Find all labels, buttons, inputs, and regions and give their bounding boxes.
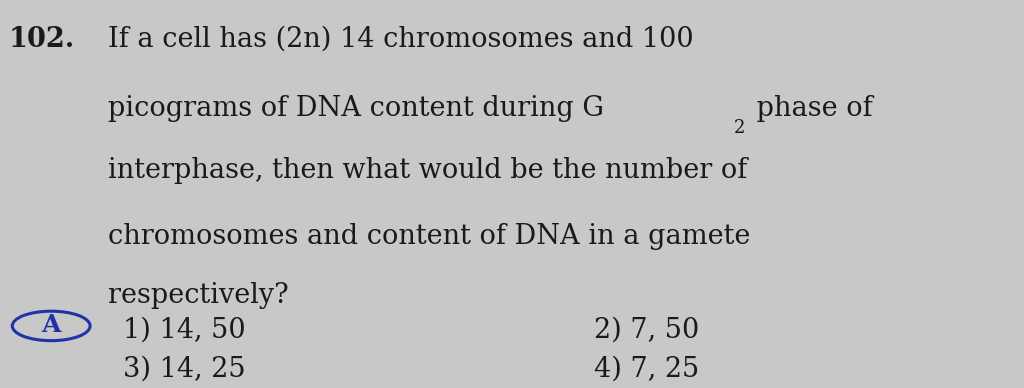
Text: 102.: 102.	[8, 26, 75, 52]
Text: A: A	[41, 313, 61, 337]
Text: 4) 7, 25: 4) 7, 25	[594, 355, 699, 382]
Text: respectively?: respectively?	[108, 282, 289, 308]
Text: chromosomes and content of DNA in a gamete: chromosomes and content of DNA in a game…	[108, 223, 750, 250]
Text: 3) 14, 25: 3) 14, 25	[123, 355, 246, 382]
Text: 2: 2	[734, 119, 745, 137]
Text: picograms of DNA content during G: picograms of DNA content during G	[108, 95, 603, 122]
Text: interphase, then what would be the number of: interphase, then what would be the numbe…	[108, 158, 746, 184]
Text: 2) 7, 50: 2) 7, 50	[594, 317, 699, 343]
Text: If a cell has (2n) 14 chromosomes and 100: If a cell has (2n) 14 chromosomes and 10…	[108, 26, 693, 52]
Text: 1) 14, 50: 1) 14, 50	[123, 317, 246, 343]
Text: phase of: phase of	[748, 95, 872, 122]
